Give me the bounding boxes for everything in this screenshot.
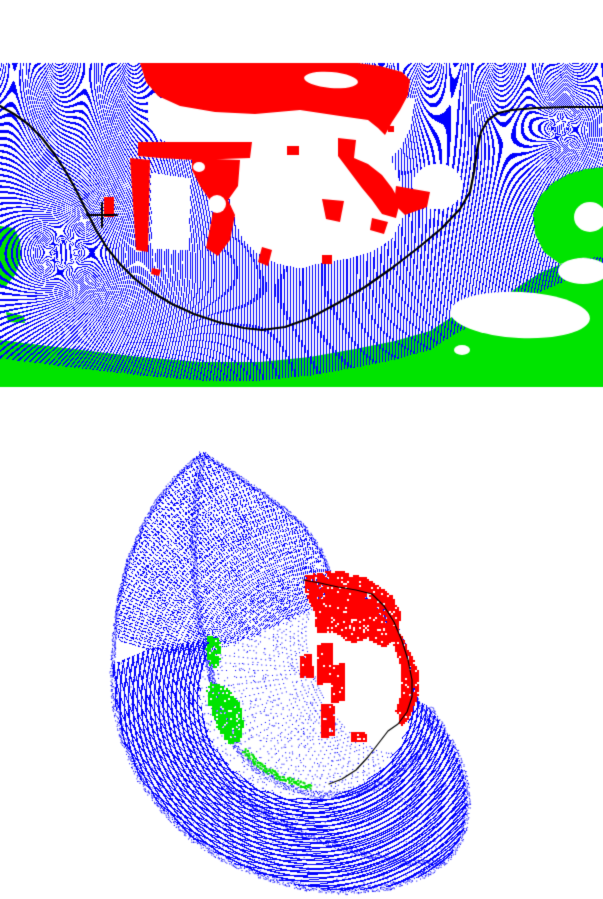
plot-canvas bbox=[0, 0, 603, 899]
figure bbox=[0, 0, 603, 899]
